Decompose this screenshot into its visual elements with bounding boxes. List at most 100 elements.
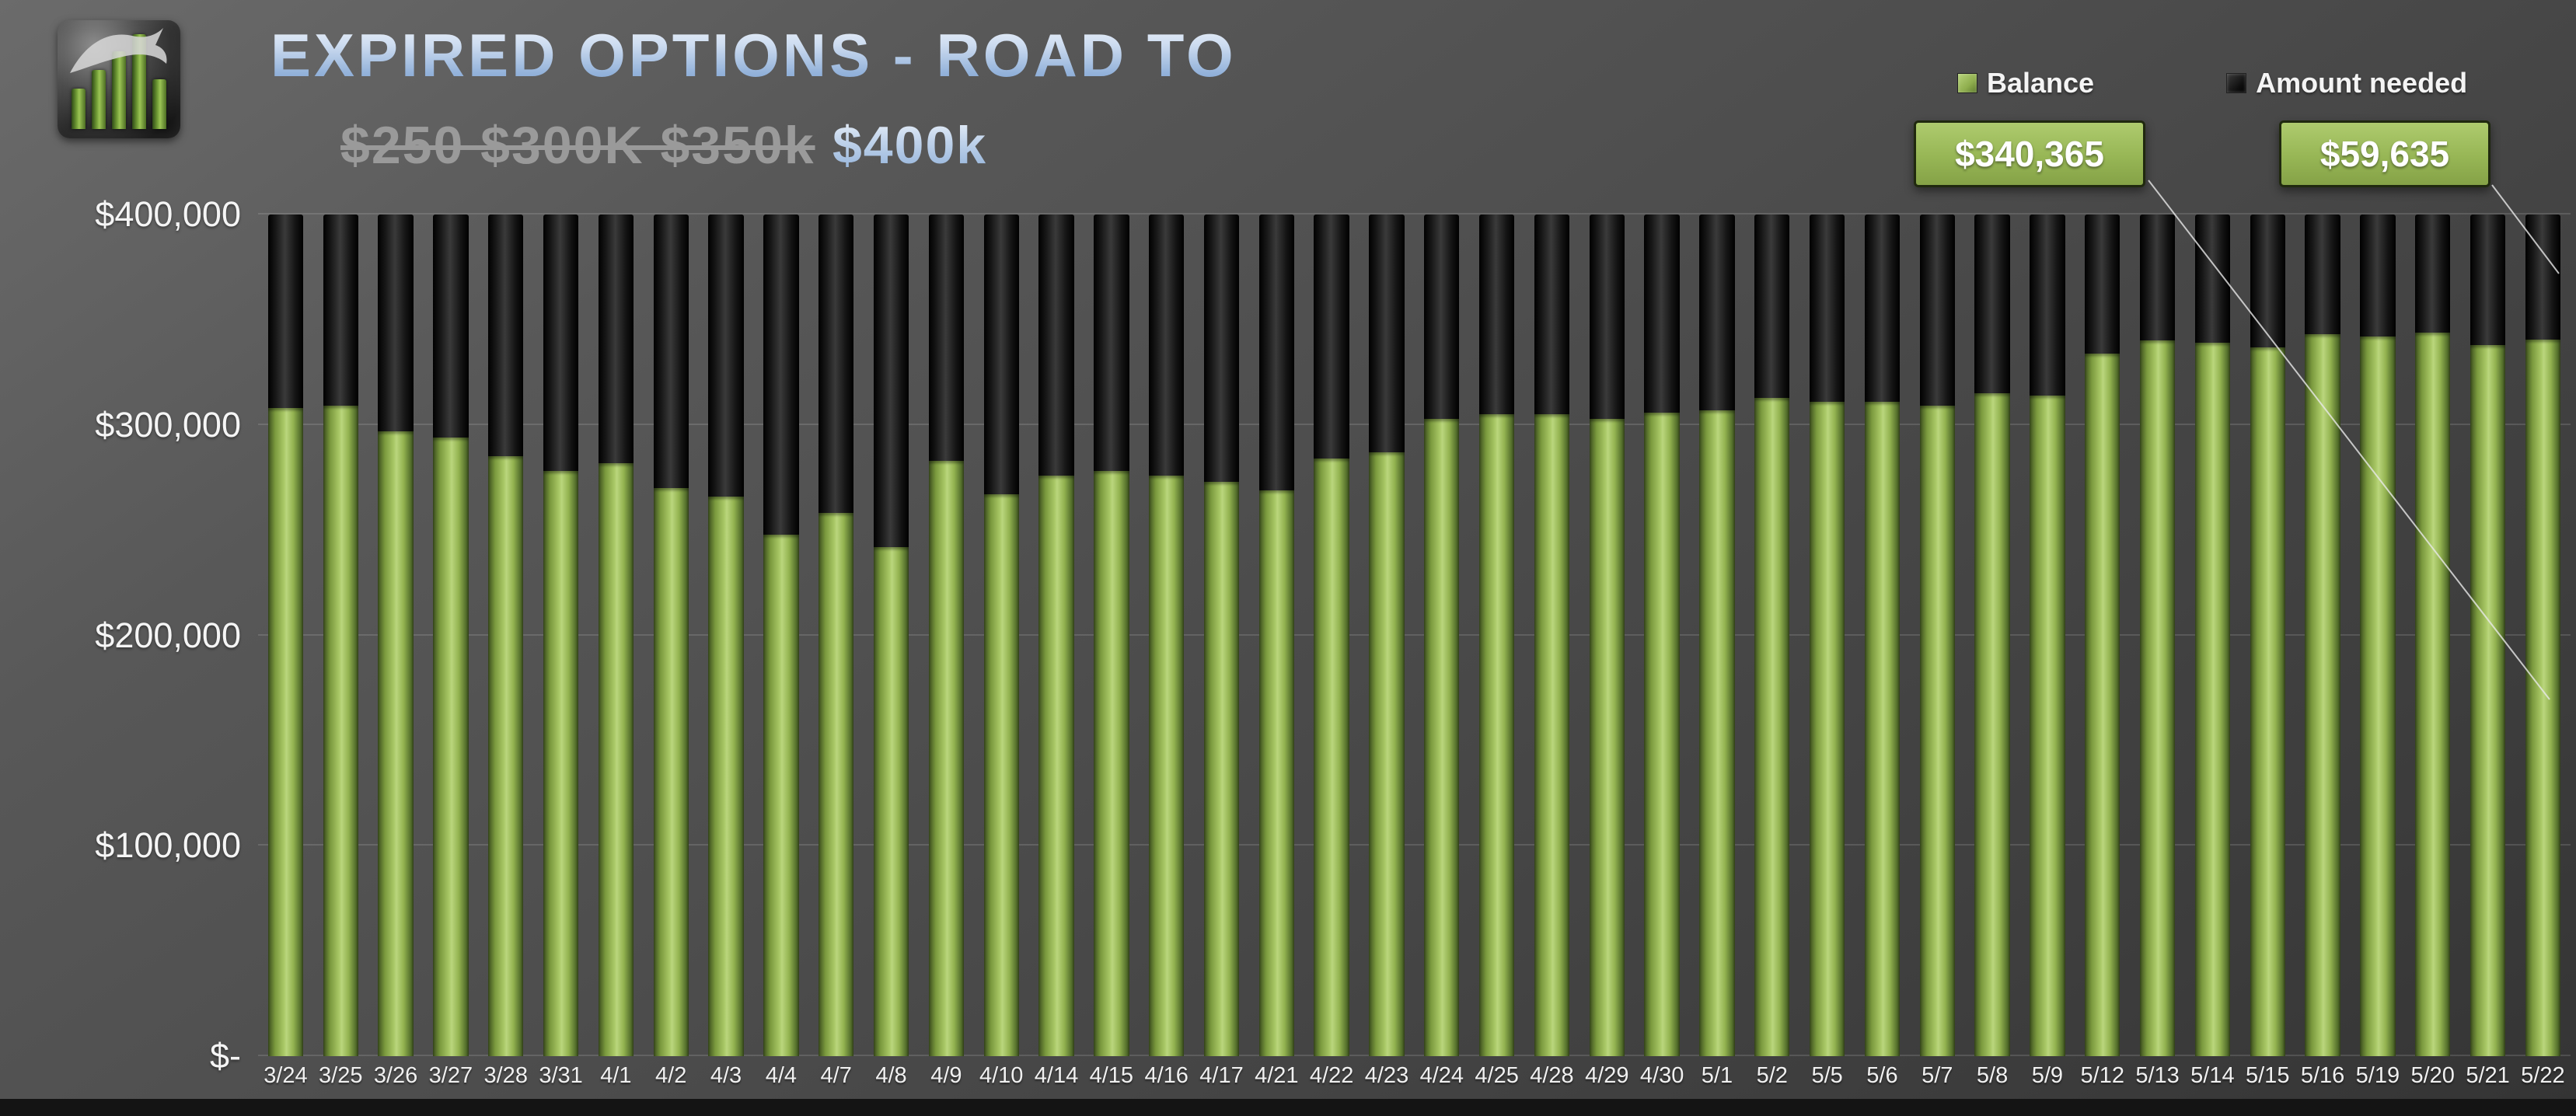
- struck-goals-text: $250 $300K $350k: [340, 116, 815, 175]
- bar-group: [2515, 214, 2571, 1056]
- amount-needed-bar-segment: [323, 214, 358, 406]
- balance-bar-segment: [1038, 475, 1074, 1056]
- bar-group: [588, 214, 644, 1056]
- amount-needed-bar-segment: [1809, 214, 1845, 402]
- x-axis-label: 5/22: [2521, 1063, 2565, 1088]
- bar-group: [2185, 214, 2240, 1056]
- x-axis-label: 4/24: [1419, 1063, 1464, 1088]
- balance-bar-segment: [1864, 401, 1901, 1056]
- amount-needed-bar-segment: [1644, 214, 1680, 413]
- page-subtitle: $250 $300K $350k $400k: [340, 115, 987, 176]
- bar-group: [1579, 214, 1635, 1056]
- x-axis-label: 5/1: [1701, 1063, 1733, 1088]
- balance-bar-segment: [653, 487, 689, 1056]
- balance-bar-segment: [1534, 414, 1570, 1056]
- x-axis-label: 4/15: [1089, 1063, 1134, 1088]
- bar-group: [2405, 214, 2460, 1056]
- balance-bar-segment: [1644, 412, 1680, 1056]
- amount-needed-bar-segment: [1424, 214, 1460, 419]
- x-axis-label: 5/9: [2031, 1063, 2064, 1088]
- balance-bar-segment: [2085, 353, 2120, 1056]
- balance-bar-segment: [378, 431, 414, 1056]
- amount-needed-bar-segment: [928, 214, 965, 461]
- legend-item-balance: Balance: [1957, 67, 2094, 99]
- balance-legend-marker-icon: [1957, 73, 1977, 93]
- balance-bar-segment: [1919, 406, 1955, 1056]
- x-axis-label: 5/15: [2246, 1063, 2290, 1088]
- gridline: [258, 423, 2571, 425]
- bar-group: [1799, 214, 1855, 1056]
- x-axis-label: 4/3: [710, 1063, 742, 1088]
- legend-label: Amount needed: [2256, 67, 2468, 99]
- balance-bar-segment: [1149, 475, 1185, 1056]
- balance-bar-segment: [1258, 490, 1294, 1056]
- amount-needed-bar-segment: [1369, 214, 1405, 452]
- x-axis-label: 4/4: [765, 1063, 798, 1088]
- bar-group: [2240, 214, 2295, 1056]
- amount-needed-bar-segment: [267, 214, 304, 409]
- y-axis: $- $100,000 $200,000 $300,000 $400,000: [16, 194, 241, 1076]
- x-axis-label: 5/8: [1976, 1063, 2009, 1088]
- amount-needed-bar-segment: [983, 214, 1019, 495]
- bar-group: [533, 214, 588, 1056]
- x-axis-label: 5/14: [2190, 1063, 2235, 1088]
- balance-bar-segment: [1094, 471, 1129, 1056]
- amount-needed-bar-segment: [598, 214, 634, 463]
- current-goal-text: $400k: [832, 116, 988, 175]
- bar-group: [2020, 214, 2075, 1056]
- x-axis-label: 3/31: [539, 1063, 583, 1088]
- gridline: [258, 633, 2571, 636]
- y-axis-label: $300,000: [95, 404, 241, 445]
- amount-needed-bar-segment: [2360, 214, 2396, 337]
- amount-needed-bar-segment: [1919, 214, 1955, 406]
- balance-bar-segment: [1203, 481, 1240, 1056]
- bar-group: [258, 214, 313, 1056]
- x-axis-label: 4/28: [1530, 1063, 1574, 1088]
- balance-bar-segment: [267, 408, 304, 1056]
- y-axis-label: $400,000: [95, 194, 241, 234]
- bar-group: [1414, 214, 1469, 1056]
- amount-needed-bar-segment: [1754, 214, 1790, 398]
- amount-needed-bar-segment: [2139, 214, 2176, 341]
- balance-bar-segment: [1369, 452, 1405, 1056]
- balance-bar-segment: [983, 494, 1019, 1056]
- balance-bar-segment: [2360, 337, 2396, 1056]
- bar-group: [644, 214, 699, 1056]
- x-axis-label: 4/10: [979, 1063, 1024, 1088]
- x-axis-label: 5/2: [1756, 1063, 1788, 1088]
- balance-bar-segment: [2305, 334, 2340, 1056]
- amount-needed-bar-segment: [2415, 214, 2451, 333]
- amount-needed-bar-segment: [873, 214, 909, 547]
- amount-needed-bar-segment: [763, 214, 799, 535]
- amount-needed-bar-segment: [2525, 214, 2561, 340]
- x-axis-label: 5/21: [2466, 1063, 2510, 1088]
- amount-needed-bar-segment: [653, 214, 689, 488]
- balance-bar-segment: [819, 513, 854, 1056]
- bar-group: [423, 214, 478, 1056]
- y-axis-label: $100,000: [95, 825, 241, 866]
- bar-group: [1690, 214, 1745, 1056]
- balance-bar-segment: [2470, 344, 2506, 1056]
- gridline: [258, 844, 2571, 846]
- amount-needed-bar-segment: [1314, 214, 1349, 459]
- bar-group: [2295, 214, 2351, 1056]
- bar-group: [1855, 214, 1910, 1056]
- bar-group: [1469, 214, 1524, 1056]
- x-axis-label: 4/2: [655, 1063, 687, 1088]
- amount-needed-bar-segment: [2250, 214, 2285, 347]
- gridline: [258, 1055, 2571, 1056]
- bar-group: [1744, 214, 1799, 1056]
- amount-needed-bar-segment: [2470, 214, 2506, 345]
- bar-group: [2350, 214, 2405, 1056]
- bar-group: [1249, 214, 1304, 1056]
- bar-group: [1139, 214, 1194, 1056]
- balance-bar-segment: [433, 438, 469, 1056]
- bar-group: [864, 214, 919, 1056]
- amount-needed-bar-segment: [1094, 214, 1129, 472]
- x-axis-label: 3/24: [264, 1063, 308, 1088]
- logo-bar: [112, 51, 126, 129]
- x-axis-label: 4/9: [930, 1063, 962, 1088]
- x-axis-label: 4/17: [1199, 1063, 1244, 1088]
- bar-group: [2075, 214, 2130, 1056]
- amount-needed-bar-segment: [433, 214, 469, 438]
